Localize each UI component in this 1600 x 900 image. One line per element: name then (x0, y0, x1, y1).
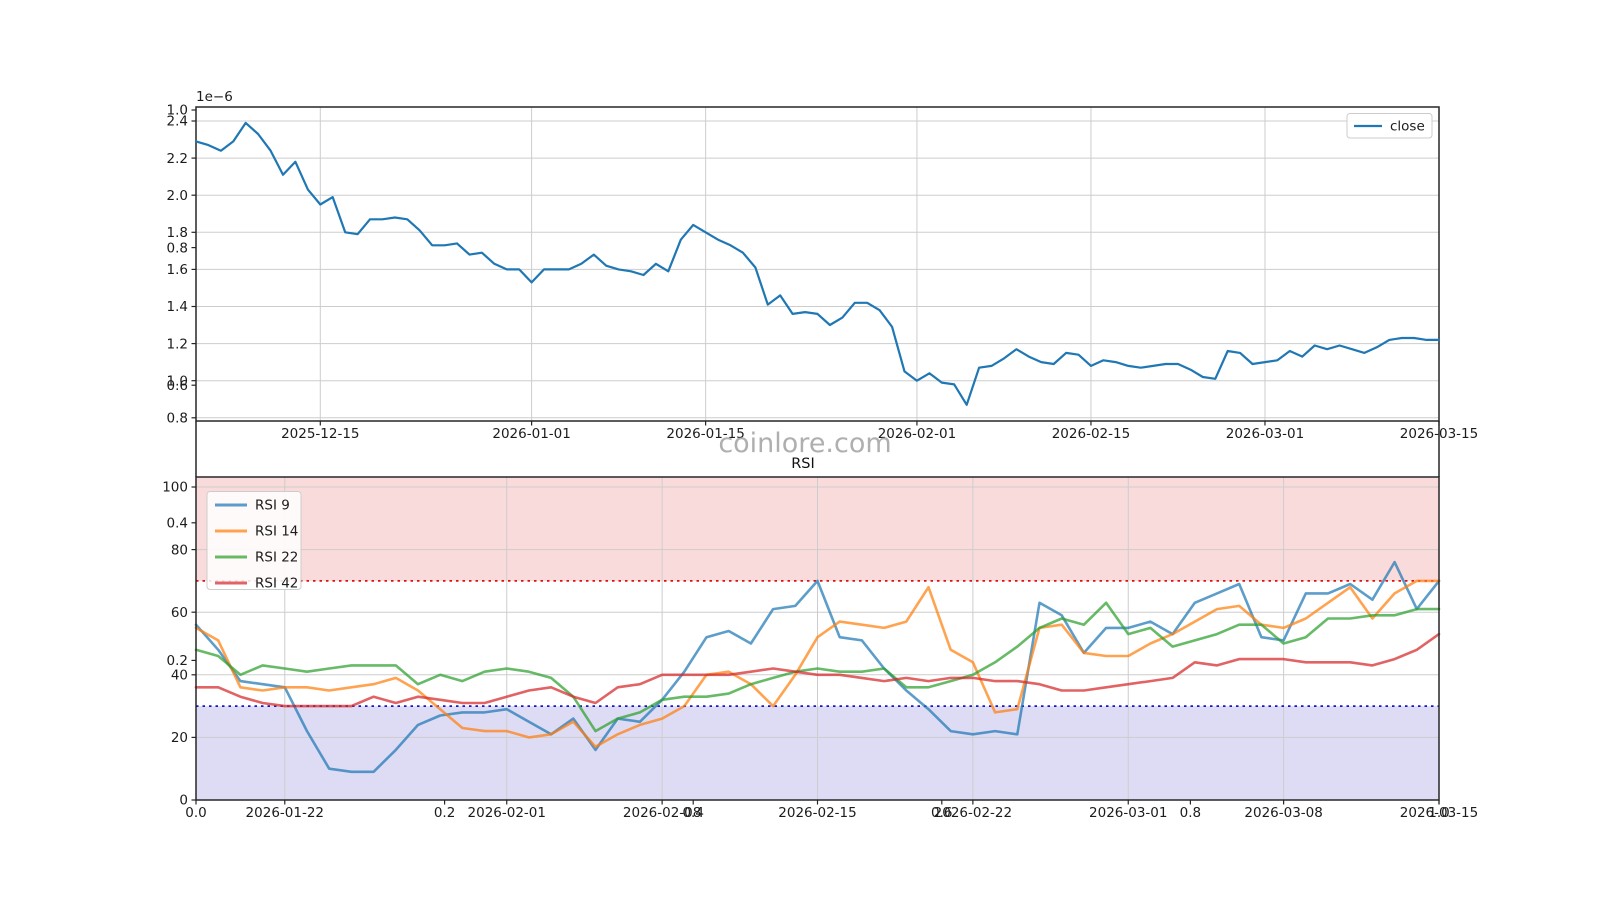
y-tick-label: 2.0 (167, 188, 188, 204)
x-tick-label: 2026-02-08 (623, 805, 701, 821)
y-tick-label: 40 (171, 668, 188, 684)
y-tick-label: 2.4 (167, 114, 188, 130)
watermark: coinlore.com (718, 428, 891, 459)
rsi-line-4 (194, 632, 1441, 708)
y-tick-label: 100 (162, 480, 188, 496)
overlay-x-tick-label: 0.8 (1180, 805, 1201, 821)
overlay-y-tick-label: 0.2 (167, 653, 188, 669)
y-tick-label: 1.6 (167, 262, 188, 278)
y-tick-label: 80 (171, 542, 188, 558)
legend-box (206, 491, 302, 590)
legend-label: RSI 9 (255, 498, 290, 514)
y-tick-label: 1.8 (167, 225, 188, 241)
y-tick-label: 60 (171, 605, 188, 621)
rsi-chart-title: RSI (791, 456, 815, 472)
rsi-line-1 (194, 560, 1441, 774)
overlay-x-tick-label: 1.0 (1428, 805, 1449, 821)
x-tick-label: 2026-01-15 (666, 426, 744, 442)
legend-label: RSI 42 (255, 576, 298, 592)
y-tick-label: 0.8 (167, 411, 188, 427)
rsi-line-3 (194, 601, 1441, 733)
y-tick-label: 20 (171, 730, 188, 746)
overlay-x-tick-label: 0.6 (931, 805, 952, 821)
rsi-chart: 2026-01-22 2026-02-01 2026-02-08 2026-02-15… (162, 476, 1478, 821)
price-axes-spines (195, 106, 1440, 422)
price-legend: close (1346, 113, 1433, 139)
overlay-x-tick-label: 0.0 (185, 805, 206, 821)
legend-box (1346, 113, 1433, 139)
y-tick-label: 0 (179, 793, 188, 809)
x-tick-label: 2026-01-22 (246, 805, 324, 821)
rsi-line-2 (194, 579, 1441, 749)
x-tick-label: 2026-03-01 (1089, 805, 1167, 821)
y-tick-label: 2.2 (167, 151, 188, 167)
x-tick-label: 2026-01-01 (492, 426, 570, 442)
axis-offset-label: 1e−6 (196, 89, 233, 105)
x-tick-label: 2026-03-08 (1244, 805, 1322, 821)
y-tick-label: 1.4 (167, 299, 188, 315)
price-chart: 2025-12-15 2026-01-01 2026-01-15 2026-02-01… (167, 106, 1478, 442)
x-tick-label: 2026-03-01 (1226, 426, 1304, 442)
overlay-x-tick-label: 0.4 (682, 805, 703, 821)
x-tick-label: 2026-02-01 (468, 805, 546, 821)
x-tick-label: 2026-03-15 (1400, 805, 1478, 821)
close-line (194, 121, 1441, 406)
x-tick-label: 2026-02-01 (878, 426, 956, 442)
legend-label: RSI 14 (255, 524, 298, 540)
legend-label: close (1390, 119, 1425, 135)
x-tick-label: 2026-02-15 (1052, 426, 1130, 442)
y-tick-label: 1.2 (167, 336, 188, 352)
overlay-x-tick-label: 0.2 (434, 805, 455, 821)
overlay-y-tick-label: 0.8 (167, 240, 188, 256)
x-tick-label: 2026-02-15 (778, 805, 856, 821)
legend-label: RSI 22 (255, 550, 298, 566)
x-tick-label: 2026-02-22 (934, 805, 1012, 821)
overlay-y-tick-label: 0.6 (167, 378, 188, 394)
overlay-y-tick-label: 0.4 (167, 516, 188, 532)
rsi-legend: RSI 9 RSI 14 RSI 22 RSI 42 (206, 491, 302, 592)
overlay-y-tick-label: 1.0 (167, 103, 188, 119)
overlay-axis: 0.0 0.2 0.4 0.6 0.8 1.0 1.0 0.8 0.6 0.4 0.2 (167, 103, 1450, 821)
y-tick-label: 1.0 (167, 373, 188, 389)
x-tick-label: 2025-12-15 (281, 426, 359, 442)
